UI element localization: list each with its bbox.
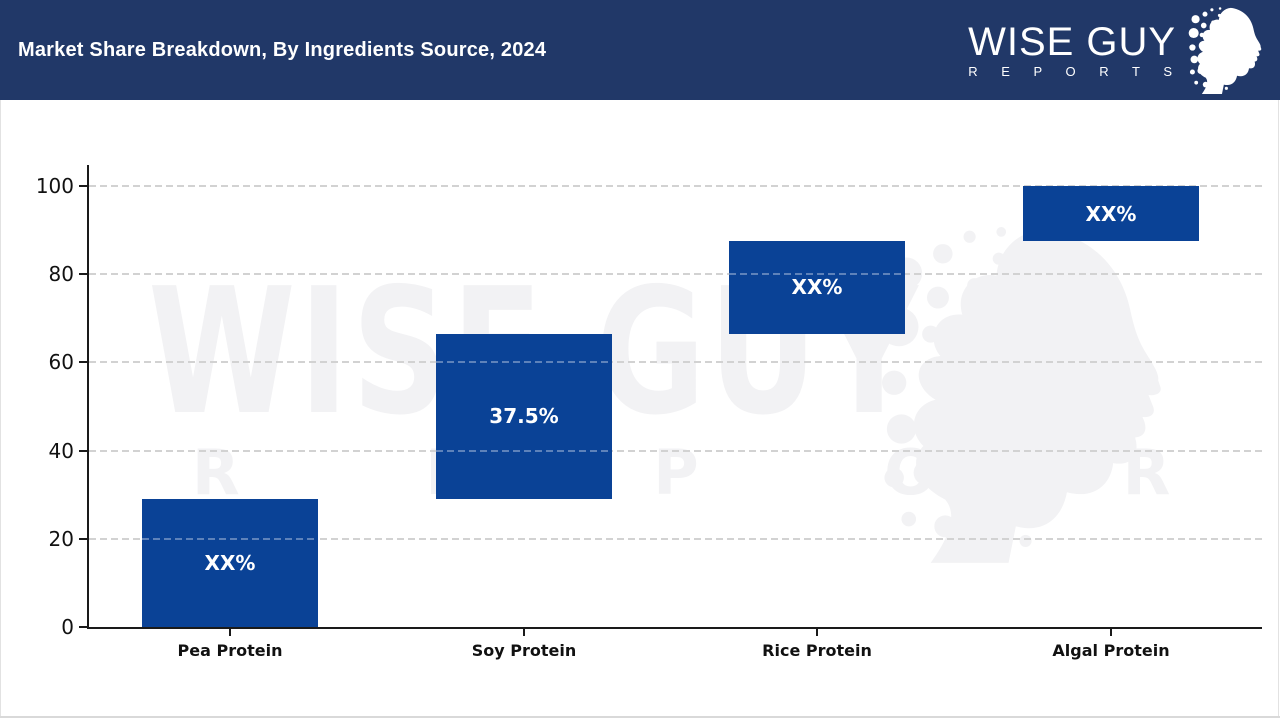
x-tick-algal-protein <box>1110 629 1112 636</box>
y-tick-label-60: 60 <box>48 350 74 375</box>
gridline-overlay-60 <box>436 361 612 364</box>
bar-value-label-algal-protein: XX% <box>1085 201 1137 226</box>
gridline-80 <box>89 273 1262 276</box>
chart-title: Market Share Breakdown, By Ingredients S… <box>18 38 547 61</box>
gridline-60 <box>89 361 1262 364</box>
left-border <box>0 100 1 716</box>
bottom-border <box>0 716 1280 718</box>
bar-value-label-pea-protein: XX% <box>204 551 256 576</box>
y-tick-label-20: 20 <box>48 526 74 551</box>
bar-value-label-soy-protein: 37.5% <box>489 404 559 429</box>
right-border <box>1278 100 1279 716</box>
y-axis-line <box>87 165 89 629</box>
x-tick-soy-protein <box>523 629 525 636</box>
logo-subtitle: R E P O R T S <box>968 63 1182 79</box>
gridline-40 <box>89 449 1262 452</box>
x-category-label-soy-protein: Soy Protein <box>471 641 577 660</box>
logo-head-icon <box>1188 7 1262 94</box>
bar-algal-protein: XX% <box>1023 186 1199 242</box>
gridline-overlay-20 <box>142 537 318 540</box>
y-tick-label-80: 80 <box>48 262 74 287</box>
x-category-label-rice-protein: Rice Protein <box>762 641 872 660</box>
x-tick-pea-protein <box>229 629 231 636</box>
y-tick-40 <box>79 449 87 452</box>
x-axis-line <box>87 627 1262 629</box>
y-tick-0 <box>79 626 87 628</box>
gridline-overlay-80 <box>729 273 905 276</box>
y-tick-label-0: 0 <box>61 615 74 639</box>
x-category-label-pea-protein: Pea Protein <box>177 641 283 660</box>
y-tick-80 <box>79 273 87 276</box>
x-category-label-algal-protein: Algal Protein <box>1052 641 1170 660</box>
y-tick-label-100: 100 <box>35 174 74 198</box>
gridline-overlay-40 <box>436 449 612 452</box>
gridline-100 <box>89 185 1262 187</box>
y-tick-label-40: 40 <box>48 438 74 463</box>
x-tick-rice-protein <box>816 629 818 636</box>
wise-guy-logo: WISE GUY R E P O R T S <box>962 6 1280 94</box>
gridline-20 <box>89 537 1262 540</box>
logo-wordmark: WISE GUY <box>968 19 1177 64</box>
y-tick-60 <box>79 361 87 364</box>
bar-pea-protein: XX% <box>142 499 318 627</box>
y-tick-100 <box>79 185 87 187</box>
bar-rice-protein: XX% <box>729 241 905 334</box>
bar-value-label-rice-protein: XX% <box>791 275 843 300</box>
header-bar: Market Share Breakdown, By Ingredients S… <box>0 0 1280 100</box>
bar-soy-protein: 37.5% <box>436 333 612 500</box>
y-tick-20 <box>79 537 87 540</box>
